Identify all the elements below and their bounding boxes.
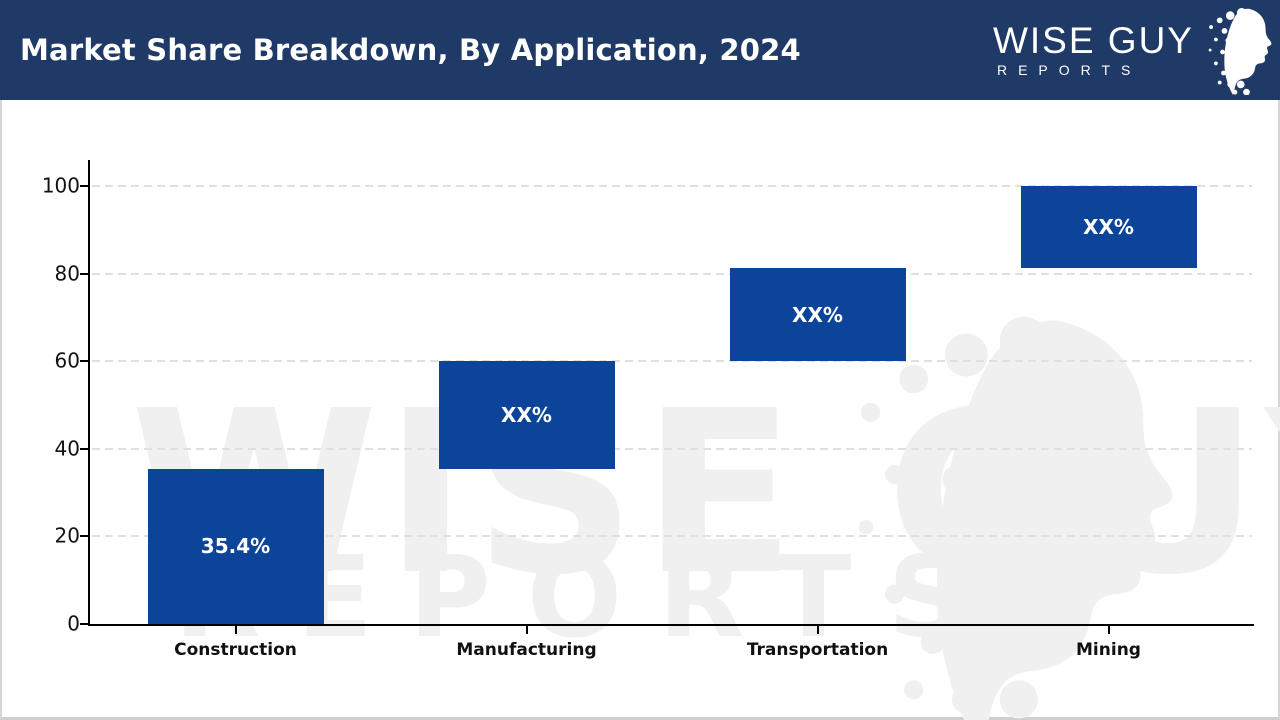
bar-value-label: XX% bbox=[501, 403, 552, 428]
y-tick-label-80: 80 bbox=[54, 261, 80, 286]
gridline-y-80 bbox=[92, 272, 1252, 275]
x-axis-label-construction: Construction bbox=[174, 640, 297, 660]
y-tick-40 bbox=[80, 447, 88, 450]
y-tick-80 bbox=[80, 272, 88, 275]
gridline-y-20 bbox=[92, 535, 1252, 538]
page-title: Market Share Breakdown, By Application, … bbox=[20, 33, 801, 67]
y-axis-spine bbox=[88, 160, 90, 626]
bar-value-label: 35.4% bbox=[200, 534, 271, 559]
y-tick-20 bbox=[80, 535, 88, 538]
gridline-y-60 bbox=[92, 360, 1252, 363]
x-tick-mining bbox=[1107, 626, 1110, 634]
gridline-y-40 bbox=[92, 447, 1252, 450]
chart-area: WISE GUY REPORTS 02040608010035.4%Constr… bbox=[0, 100, 1280, 720]
bar-value-label: XX% bbox=[792, 302, 843, 327]
logo-wordmark-line1: WISE GUY bbox=[992, 20, 1194, 61]
y-tick-label-20: 20 bbox=[54, 523, 80, 548]
logo-wordmark-line2: REPORTS bbox=[996, 62, 1142, 78]
logo-head-icon bbox=[1208, 7, 1272, 95]
bar-construction: 35.4% bbox=[147, 468, 324, 624]
y-tick-label-60: 60 bbox=[54, 348, 80, 373]
y-tick-100 bbox=[80, 185, 88, 187]
y-tick-label-40: 40 bbox=[54, 436, 80, 461]
x-tick-manufacturing bbox=[525, 626, 528, 634]
y-tick-label-100: 100 bbox=[41, 173, 80, 198]
x-axis-label-mining: Mining bbox=[1076, 640, 1141, 660]
x-axis-label-transportation: Transportation bbox=[746, 640, 889, 660]
x-tick-transportation bbox=[816, 626, 819, 634]
brand-logo: WISE GUY REPORTS bbox=[993, 0, 1274, 100]
x-axis-spine bbox=[88, 624, 1254, 626]
y-tick-60 bbox=[80, 360, 88, 363]
x-tick-construction bbox=[234, 626, 237, 634]
bar-transportation: XX% bbox=[729, 268, 906, 362]
y-tick-label-0: 0 bbox=[67, 611, 80, 636]
x-axis-label-manufacturing: Manufacturing bbox=[456, 640, 597, 660]
y-tick-0 bbox=[80, 623, 88, 625]
bar-manufacturing: XX% bbox=[438, 361, 615, 469]
gridline-y-100 bbox=[92, 185, 1252, 187]
bar-value-label: XX% bbox=[1083, 215, 1134, 240]
logo-wordmark: WISE GUY REPORTS bbox=[993, 22, 1194, 78]
header-banner: Market Share Breakdown, By Application, … bbox=[0, 0, 1280, 100]
plot-area: 0 20 40 60 80 100 35.4% Construction XX% Manufact… bbox=[42, 174, 1254, 660]
bar-mining: XX% bbox=[1020, 186, 1197, 269]
